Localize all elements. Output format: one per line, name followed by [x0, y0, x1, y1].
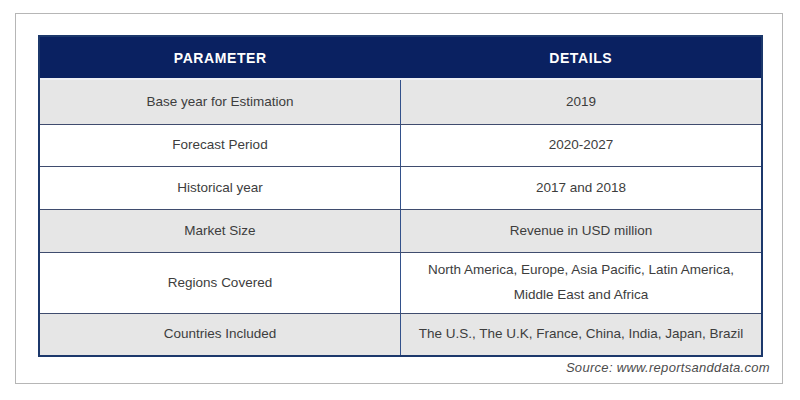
- details-cell: Revenue in USD million: [400, 210, 761, 252]
- details-cell: 2019: [400, 80, 761, 124]
- parameter-cell: Countries Included: [40, 314, 400, 355]
- details-cell: 2020-2027: [400, 125, 761, 166]
- report-scope-table: PARAMETER DETAILS Base year for Estimati…: [38, 35, 763, 357]
- details-cell: North America, Europe, Asia Pacific, Lat…: [400, 253, 761, 313]
- parameter-cell: Market Size: [40, 210, 400, 252]
- details-cell: The U.S., The U.K, France, China, India,…: [400, 314, 761, 355]
- table-row: Forecast Period 2020-2027: [40, 124, 761, 166]
- table-row: Market Size Revenue in USD million: [40, 209, 761, 252]
- table-row: Historical year 2017 and 2018: [40, 166, 761, 209]
- parameter-cell: Historical year: [40, 167, 400, 209]
- table-row: Countries Included The U.S., The U.K, Fr…: [40, 313, 761, 355]
- parameter-cell: Forecast Period: [40, 125, 400, 166]
- table-body: Base year for Estimation 2019 Forecast P…: [40, 80, 761, 355]
- table-row: Base year for Estimation 2019: [40, 80, 761, 124]
- parameter-cell: Base year for Estimation: [40, 80, 400, 124]
- parameter-cell: Regions Covered: [40, 253, 400, 313]
- source-attribution: Source: www.reportsanddata.com: [566, 360, 770, 375]
- column-header-details: DETAILS: [401, 37, 762, 78]
- details-cell: 2017 and 2018: [400, 167, 761, 209]
- table-header-row: PARAMETER DETAILS: [40, 37, 761, 80]
- table-row: Regions Covered North America, Europe, A…: [40, 252, 761, 313]
- column-header-parameter: PARAMETER: [40, 37, 401, 78]
